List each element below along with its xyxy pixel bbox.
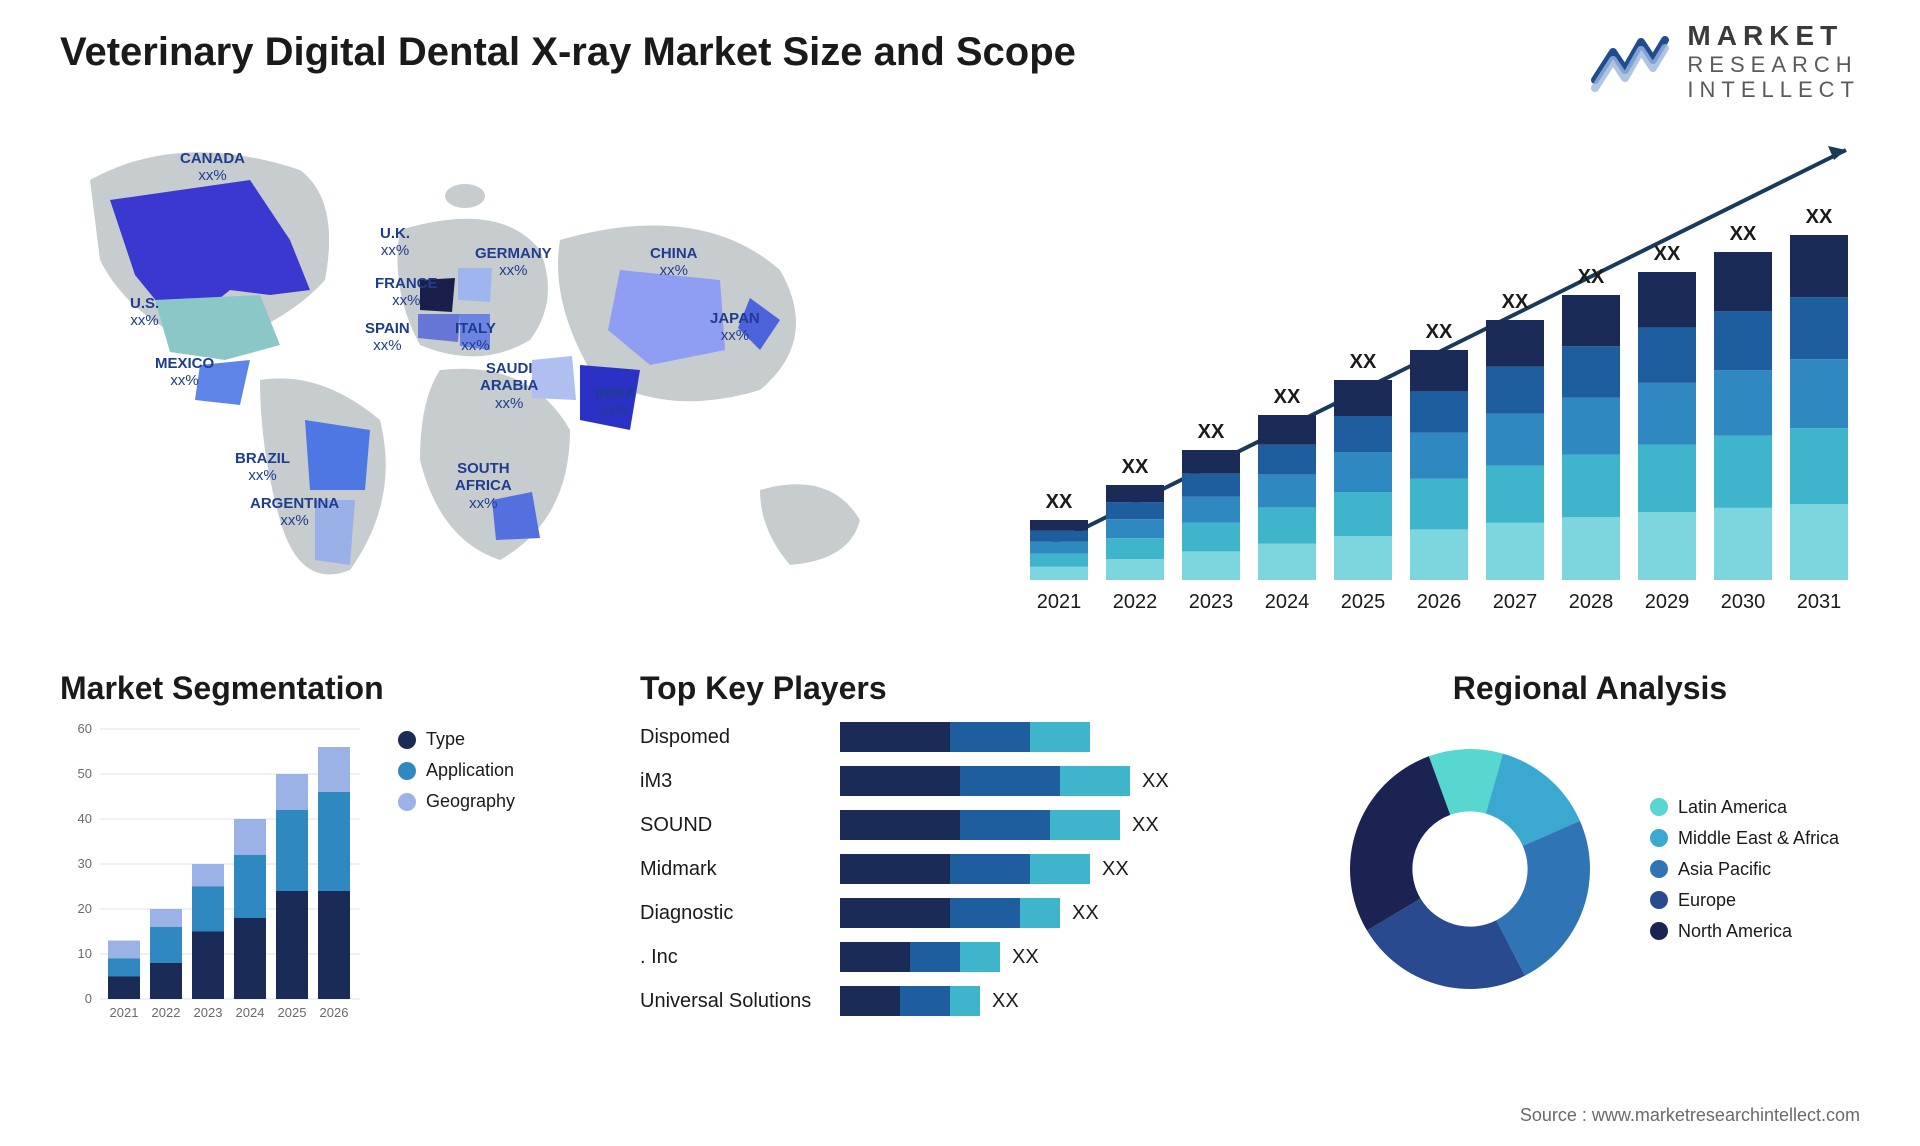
player-row: DiagnosticXX [640,895,1260,931]
source-text: Source : www.marketresearchintellect.com [1520,1105,1860,1126]
map-country-label: FRANCExx% [375,275,438,310]
svg-text:2022: 2022 [1113,591,1158,613]
player-row: iM3XX [640,763,1260,799]
map-country-label: ITALYxx% [455,320,496,355]
svg-text:2025: 2025 [278,1005,307,1020]
regional-donut [1320,719,1620,1019]
regional-panel: Regional Analysis Latin America Middle Ea… [1320,670,1860,1019]
legend-item: Geography [398,791,515,812]
map-country-label: MEXICOxx% [155,355,214,390]
svg-text:XX: XX [1806,206,1833,228]
logo-text-1: MARKET [1687,20,1860,52]
map-country-label: CHINAxx% [650,245,698,280]
svg-text:2021: 2021 [1037,591,1082,613]
map-country-label: GERMANYxx% [475,245,552,280]
svg-text:XX: XX [1350,351,1377,373]
map-country-label: ARGENTINAxx% [250,495,339,530]
svg-text:2027: 2027 [1493,591,1538,613]
svg-text:2031: 2031 [1797,591,1842,613]
map-country-label: SPAINxx% [365,320,410,355]
logo-text-3: INTELLECT [1687,77,1860,102]
svg-text:2026: 2026 [1417,591,1462,613]
player-row: SOUNDXX [640,807,1260,843]
player-row: Universal SolutionsXX [640,983,1260,1019]
svg-text:XX: XX [1654,243,1681,265]
world-map-panel: CANADAxx% U.S.xx% MEXICOxx% BRAZILxx% ARGENT… [60,120,940,640]
svg-text:XX: XX [1046,491,1073,513]
segmentation-panel: Market Segmentation 0 10 20 30 40 50 60 2021 202… [60,670,580,1039]
svg-text:2024: 2024 [1265,591,1310,613]
svg-text:2025: 2025 [1341,591,1386,613]
svg-text:40: 40 [78,811,92,826]
svg-text:XX: XX [1502,291,1529,313]
logo-mark-icon [1591,30,1669,92]
segmentation-title: Market Segmentation [60,670,580,707]
svg-text:XX: XX [1198,421,1225,443]
svg-text:30: 30 [78,856,92,871]
players-list: Dispomed iM3XX SOUNDXX MidmarkXX DiagnosticX… [640,719,1260,1019]
player-row: . IncXX [640,939,1260,975]
map-country-label: U.S.xx% [130,295,159,330]
page-title: Veterinary Digital Dental X-ray Market S… [60,30,1076,75]
brand-logo: MARKET RESEARCH INTELLECT [1591,20,1860,103]
map-country-label: BRAZILxx% [235,450,290,485]
legend-item: Europe [1650,890,1839,911]
player-row: MidmarkXX [640,851,1260,887]
growth-chart: XX 2021 XX 2022 XX 2023 XX 2024 XX 2025 XX 2026 XX 20… [1000,120,1860,640]
legend-item: North America [1650,921,1839,942]
players-title: Top Key Players [640,670,1260,707]
svg-text:60: 60 [78,721,92,736]
svg-text:50: 50 [78,766,92,781]
legend-item: Asia Pacific [1650,859,1839,880]
map-country-label: JAPANxx% [710,310,760,345]
svg-text:XX: XX [1274,386,1301,408]
map-country-label: CANADAxx% [180,150,245,185]
players-panel: Top Key Players Dispomed iM3XX SOUNDXX Midm… [640,670,1260,1027]
legend-item: Type [398,729,515,750]
svg-text:2026: 2026 [320,1005,349,1020]
map-country-label: INDIAxx% [595,385,636,420]
svg-text:2021: 2021 [110,1005,139,1020]
legend-item: Middle East & Africa [1650,828,1839,849]
regional-title: Regional Analysis [1320,670,1860,707]
svg-text:2023: 2023 [194,1005,223,1020]
map-country-label: SOUTH AFRICAxx% [455,460,512,512]
svg-text:XX: XX [1122,456,1149,478]
svg-text:0: 0 [85,991,92,1006]
legend-item: Latin America [1650,797,1839,818]
svg-text:2028: 2028 [1569,591,1614,613]
svg-text:2029: 2029 [1645,591,1690,613]
svg-text:XX: XX [1426,321,1453,343]
map-country-label: U.K.xx% [380,225,410,260]
regional-legend: Latin America Middle East & Africa Asia Pa… [1650,787,1839,952]
svg-text:XX: XX [1578,266,1605,288]
map-country-label: SAUDI ARABIAxx% [480,360,538,412]
legend-item: Application [398,760,515,781]
player-row: Dispomed [640,719,1260,755]
svg-text:2030: 2030 [1721,591,1766,613]
svg-text:2024: 2024 [236,1005,265,1020]
segmentation-chart: 0 10 20 30 40 50 60 2021 2022 2023 2024 2025 2026 [60,719,370,1039]
segmentation-legend: Type Application Geography [398,719,515,1039]
svg-text:20: 20 [78,901,92,916]
svg-text:2022: 2022 [152,1005,181,1020]
svg-text:XX: XX [1730,223,1757,245]
logo-text-2: RESEARCH [1687,52,1860,77]
svg-text:2023: 2023 [1189,591,1234,613]
svg-text:10: 10 [78,946,92,961]
